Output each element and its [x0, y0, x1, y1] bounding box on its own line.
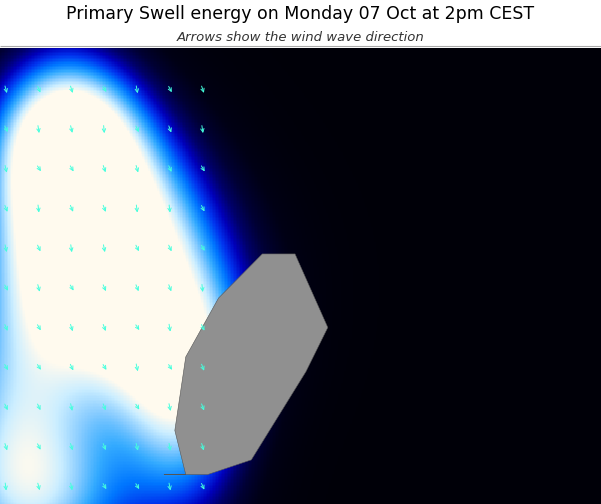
Text: Arrows show the wind wave direction: Arrows show the wind wave direction [177, 31, 424, 44]
Text: Primary Swell energy on Monday 07 Oct at 2pm CEST: Primary Swell energy on Monday 07 Oct at… [67, 6, 534, 23]
Polygon shape [164, 254, 328, 475]
